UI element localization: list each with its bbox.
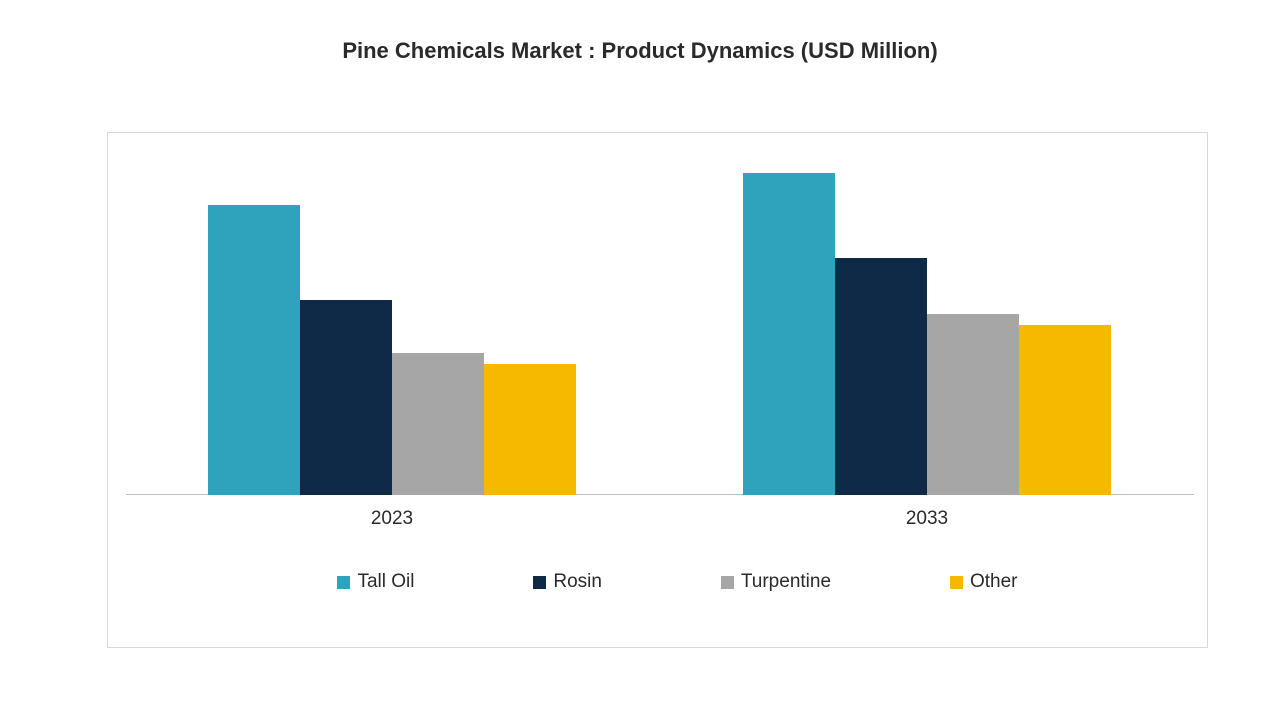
bar xyxy=(392,353,484,495)
legend-label: Rosin xyxy=(553,571,602,593)
bar xyxy=(743,173,835,495)
bar xyxy=(484,364,576,495)
legend-item: Turpentine xyxy=(721,571,831,593)
legend-item: Tall Oil xyxy=(337,571,414,593)
chart-title: Pine Chemicals Market : Product Dynamics… xyxy=(0,0,1280,64)
legend-swatch xyxy=(950,576,963,589)
bar xyxy=(1019,325,1111,495)
legend-label: Other xyxy=(970,571,1018,593)
legend-item: Rosin xyxy=(533,571,602,593)
legend-label: Turpentine xyxy=(741,571,831,593)
legend-label: Tall Oil xyxy=(357,571,414,593)
bar xyxy=(927,314,1019,495)
bar-group xyxy=(208,205,576,495)
bar xyxy=(835,258,927,495)
legend-swatch xyxy=(533,576,546,589)
chart-panel: Tall Oil Rosin Turpentine Other 2023 2033 xyxy=(107,132,1208,648)
bar xyxy=(300,300,392,495)
plot-area xyxy=(126,141,1194,495)
x-axis-label: 2023 xyxy=(208,508,576,530)
legend-swatch xyxy=(721,576,734,589)
legend: Tall Oil Rosin Turpentine Other xyxy=(108,571,1207,593)
legend-swatch xyxy=(337,576,350,589)
x-axis-label: 2033 xyxy=(743,508,1111,530)
bar-group xyxy=(743,173,1111,495)
bar xyxy=(208,205,300,495)
legend-item: Other xyxy=(950,571,1018,593)
